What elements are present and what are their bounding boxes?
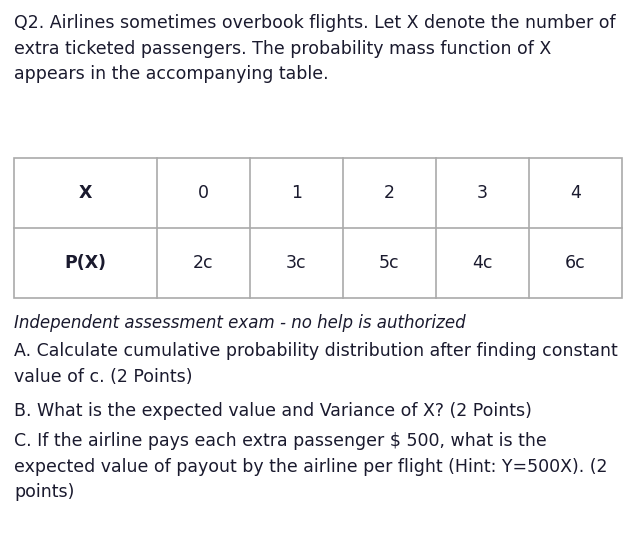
Text: 6c: 6c xyxy=(565,254,586,272)
Bar xyxy=(14,158,622,298)
Text: X: X xyxy=(79,184,92,202)
Text: 4c: 4c xyxy=(472,254,493,272)
Text: C. If the airline pays each extra passenger $ 500, what is the
expected value of: C. If the airline pays each extra passen… xyxy=(14,432,607,501)
Text: Independent assessment exam - no help is authorized: Independent assessment exam - no help is… xyxy=(14,314,466,332)
Text: 5c: 5c xyxy=(379,254,400,272)
Text: 4: 4 xyxy=(570,184,581,202)
Text: 0: 0 xyxy=(198,184,209,202)
Text: Q2. Airlines sometimes overbook flights. Let X denote the number of
extra ticket: Q2. Airlines sometimes overbook flights.… xyxy=(14,14,616,84)
Text: 2: 2 xyxy=(384,184,395,202)
Text: A. Calculate cumulative probability distribution after finding constant
value of: A. Calculate cumulative probability dist… xyxy=(14,342,618,385)
Text: 1: 1 xyxy=(291,184,302,202)
Text: P(X): P(X) xyxy=(65,254,106,272)
Text: 3: 3 xyxy=(477,184,488,202)
Text: B. What is the expected value and Variance of X? (2 Points): B. What is the expected value and Varian… xyxy=(14,402,532,420)
Text: 2c: 2c xyxy=(193,254,214,272)
Text: 3c: 3c xyxy=(286,254,307,272)
